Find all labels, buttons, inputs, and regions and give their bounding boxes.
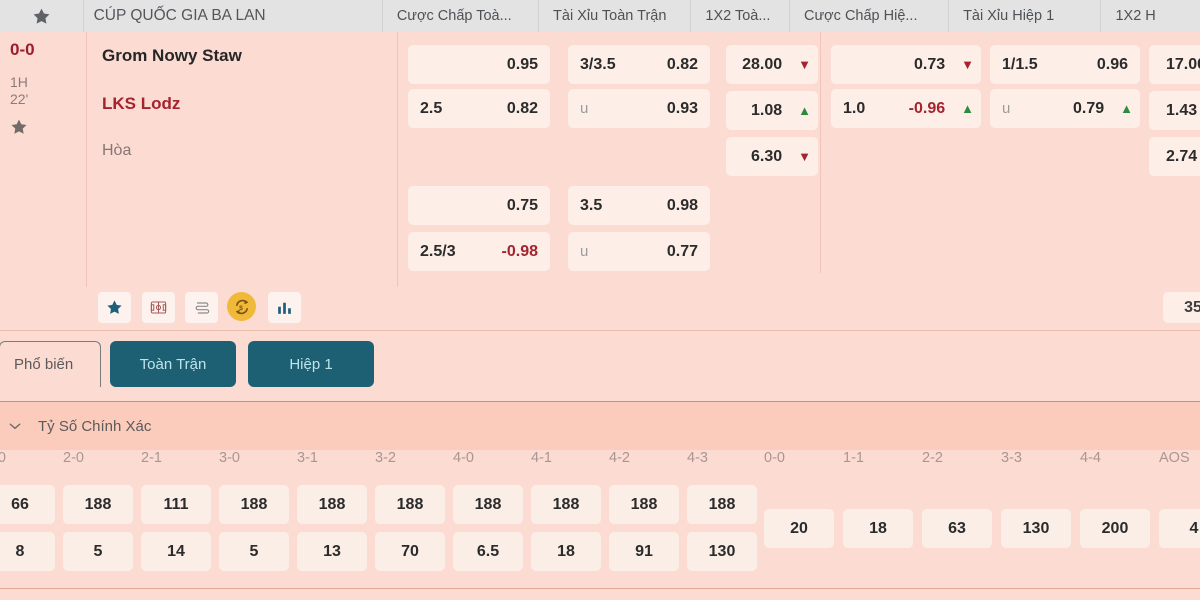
svg-text:$: $ xyxy=(239,305,243,312)
